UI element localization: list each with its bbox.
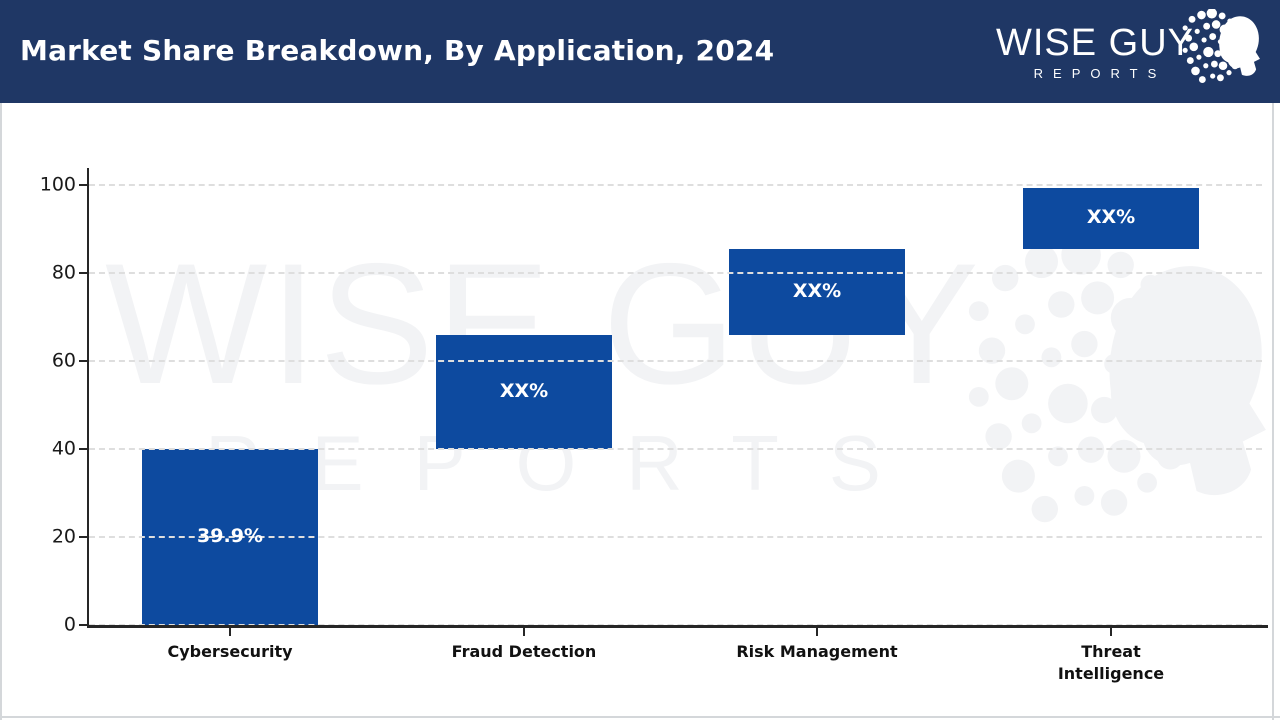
y-axis-tick-label-40: 40	[51, 437, 76, 460]
x-category-label: Threat Intelligence	[1057, 642, 1165, 683]
y-axis-tick-60	[79, 360, 88, 362]
watermark-dotted-face-icon	[959, 226, 1280, 581]
y-axis-tick-100	[79, 184, 88, 186]
x-axis-tick	[816, 628, 818, 636]
x-axis-tick	[523, 628, 525, 636]
gridline-y-80	[89, 272, 1262, 274]
x-category-label: Risk Management	[736, 642, 898, 661]
x-axis-spine	[87, 625, 1268, 628]
logo-wordmark: WISE GUY REPORTS	[996, 24, 1194, 81]
x-axis-tick	[229, 628, 231, 636]
page-title: Market Share Breakdown, By Application, …	[20, 34, 775, 67]
y-axis-tick-80	[79, 272, 88, 274]
y-axis-spine	[87, 168, 89, 627]
gridline-y-60	[89, 360, 1262, 362]
frame-border-left	[0, 103, 2, 720]
y-axis-tick-20	[79, 536, 88, 538]
gridline-y-20	[89, 536, 1262, 538]
bar-risk-management	[729, 248, 905, 335]
y-axis-tick-label-20: 20	[51, 525, 76, 548]
y-axis-tick-40	[79, 448, 88, 450]
x-category-label: Fraud Detection	[451, 642, 597, 661]
y-axis-tick-0	[79, 624, 88, 626]
header-bar: Market Share Breakdown, By Application, …	[0, 0, 1280, 103]
x-axis-tick	[1110, 628, 1112, 636]
gridline-y-40	[89, 448, 1262, 450]
y-axis-tick-label-60: 60	[51, 349, 76, 372]
bar-value-label: XX%	[792, 279, 842, 302]
wise-guy-logo: WISE GUY REPORTS	[996, 7, 1266, 97]
bar-value-label: XX%	[1086, 206, 1136, 229]
logo-brand-name: WISE GUY	[995, 21, 1194, 64]
frame-border-right	[1272, 103, 1274, 720]
dotted-face-icon	[1180, 9, 1266, 95]
gridline-y-100	[89, 184, 1262, 186]
y-axis-tick-label-100: 100	[39, 173, 76, 196]
y-axis-tick-label-0: 0	[63, 613, 76, 636]
bar-value-label: XX%	[499, 379, 549, 402]
bar-value-label: 39.9%	[197, 525, 263, 548]
y-axis-tick-label-80: 80	[51, 261, 76, 284]
x-category-label: Cybersecurity	[167, 642, 293, 661]
frame-border-bottom	[0, 716, 1280, 718]
logo-brand-sub: REPORTS	[1033, 65, 1167, 81]
bar-fraud-detection	[436, 334, 612, 450]
